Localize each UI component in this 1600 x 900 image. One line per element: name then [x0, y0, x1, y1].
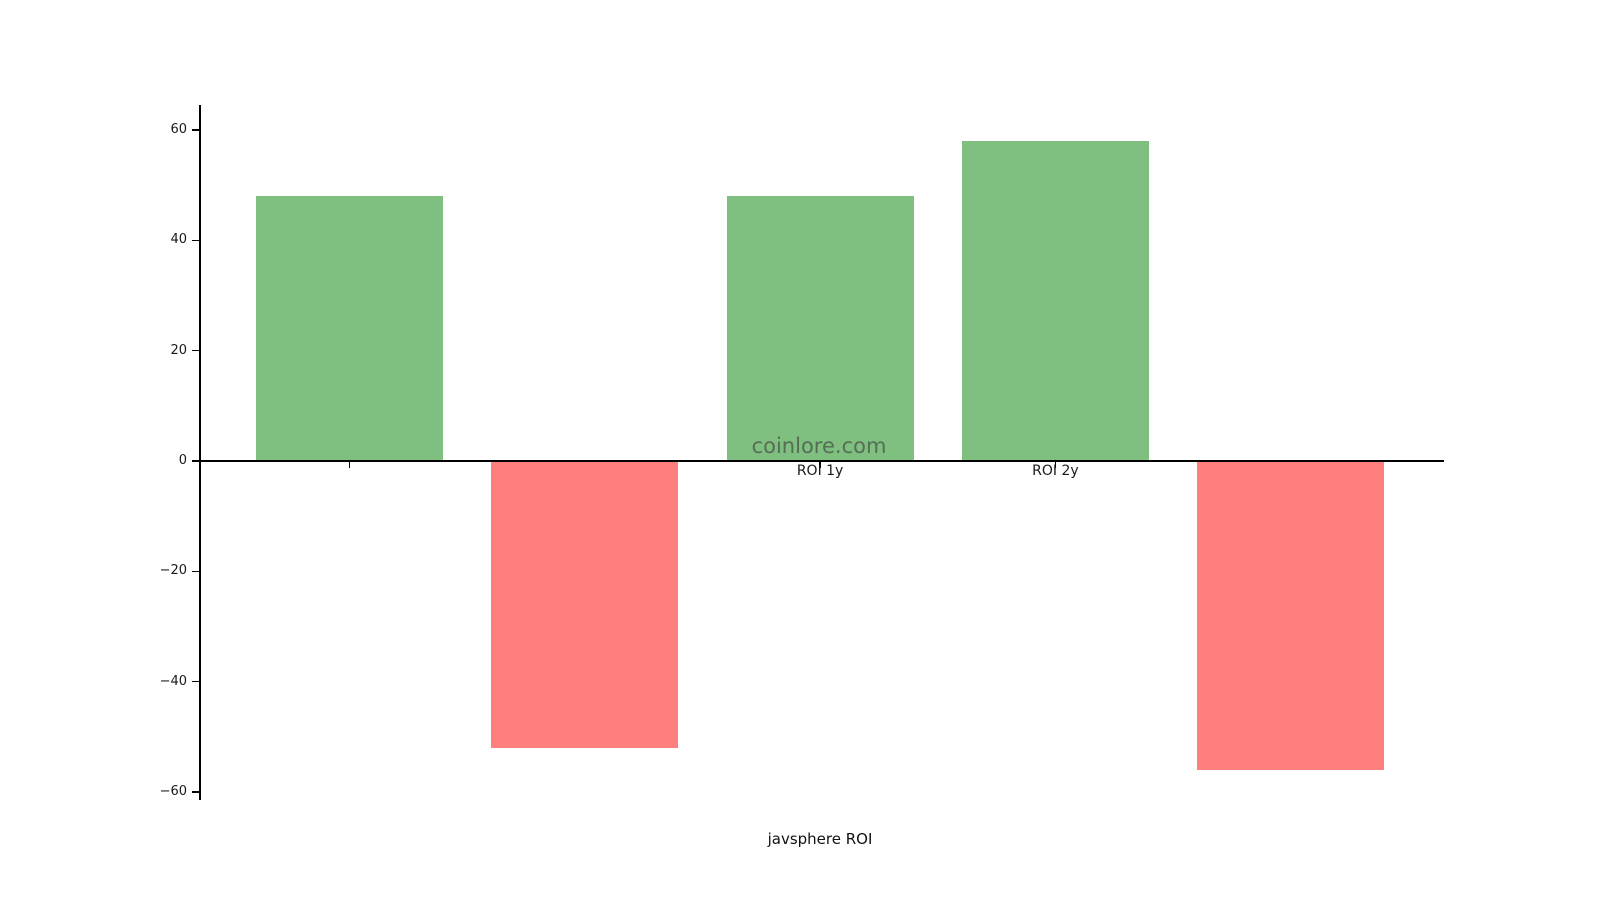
x-tick-mark	[1054, 461, 1057, 468]
y-tick-label: 40	[170, 232, 187, 248]
y-tick-mark	[192, 239, 199, 242]
y-tick-mark	[192, 349, 199, 352]
y-tick-label: 0	[178, 453, 187, 468]
y-tick-label: −40	[159, 673, 187, 689]
x-tick-label-roi-2y: ROI 2y	[1032, 463, 1079, 479]
y-tick-mark	[192, 680, 199, 683]
bar-roi-2y	[961, 141, 1149, 461]
x-tick-label-roi-1y: ROI 1y	[796, 463, 844, 479]
x-tick-mark	[348, 461, 351, 468]
bar-series-4	[1197, 461, 1385, 770]
x-tick-mark	[819, 461, 821, 468]
chart-title: javsphere ROI	[767, 830, 873, 848]
y-tick-mark	[192, 570, 199, 573]
y-tick-label: 20	[170, 342, 187, 358]
y-tick-label: −60	[159, 784, 187, 799]
y-axis-line	[199, 105, 201, 800]
y-tick-mark	[192, 129, 199, 131]
watermark-text: coinlore.com	[751, 434, 887, 458]
y-tick-mark	[192, 460, 199, 462]
bar-roi-1y	[726, 196, 914, 461]
y-tick-label: 60	[170, 121, 187, 137]
y-tick-label: −20	[159, 563, 187, 579]
x-axis-line	[199, 460, 1444, 462]
y-tick-mark	[192, 791, 199, 793]
bar-series-1	[491, 461, 679, 748]
bar-series-0	[256, 196, 443, 461]
